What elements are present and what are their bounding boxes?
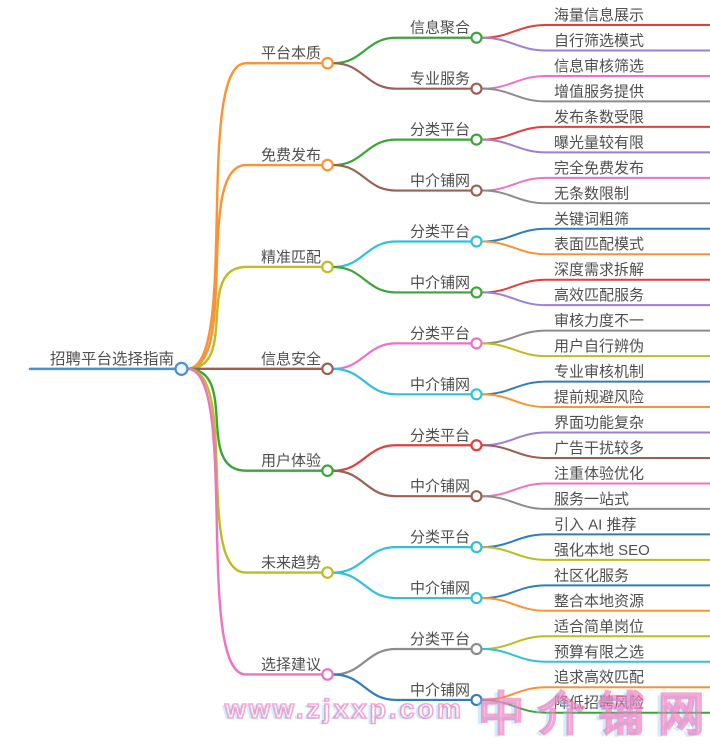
branch-node-circle[interactable]: [322, 364, 332, 374]
branch-node-label[interactable]: 平台本质: [261, 45, 321, 62]
leaf-node-label[interactable]: 自行筛选模式: [554, 32, 644, 49]
sub-link: [334, 343, 472, 368]
leaf-node-label[interactable]: 完全免费发布: [554, 159, 644, 177]
sub-node-label[interactable]: 中介铺网: [410, 478, 470, 495]
branch-node-label[interactable]: 选择建议: [261, 656, 321, 673]
leaf-node-label[interactable]: 广告干扰较多: [554, 439, 644, 457]
sub-node-label[interactable]: 分类平台: [410, 223, 470, 240]
sub-node-circle[interactable]: [472, 644, 482, 654]
branch-node-circle[interactable]: [322, 466, 332, 476]
branch-node-circle[interactable]: [322, 567, 332, 577]
leaf-node-label[interactable]: 深度需求拆解: [554, 262, 644, 279]
leaf-node-label[interactable]: 追求高效匹配: [554, 669, 644, 686]
sub-node-circle[interactable]: [472, 389, 482, 399]
sub-node-label[interactable]: 分类平台: [410, 427, 470, 444]
sub-node-circle[interactable]: [472, 287, 482, 297]
leaf-node-label[interactable]: 信息审核筛选: [554, 58, 644, 75]
sub-node-circle[interactable]: [472, 695, 482, 705]
sub-link: [334, 241, 472, 266]
branch-link: [188, 63, 323, 369]
sub-node-label[interactable]: 中介铺网: [410, 173, 470, 190]
leaf-node-label[interactable]: 专业审核机制: [554, 364, 644, 381]
root-node-circle[interactable]: [176, 363, 188, 375]
leaf-node-label[interactable]: 降低招聘风险: [554, 695, 644, 712]
leaf-node-label[interactable]: 引入 AI 推荐: [554, 516, 637, 533]
sub-node-circle[interactable]: [472, 338, 482, 348]
leaf-node-label[interactable]: 注重体验优化: [554, 465, 644, 482]
branch-link: [188, 369, 323, 675]
sub-link: [334, 445, 472, 470]
sub-node-label[interactable]: 分类平台: [410, 631, 470, 648]
sub-node-label[interactable]: 信息聚合: [410, 20, 470, 37]
sub-link: [334, 547, 472, 572]
sub-node-label[interactable]: 中介铺网: [410, 376, 470, 393]
leaf-node-label[interactable]: 强化本地 SEO: [554, 542, 650, 559]
leaf-node-label[interactable]: 发布条数受限: [554, 109, 644, 126]
leaf-node-label[interactable]: 增值服务提供: [554, 83, 644, 100]
branch-node-label[interactable]: 用户体验: [261, 453, 321, 470]
leaf-node-label[interactable]: 海量信息展示: [554, 7, 644, 24]
leaf-node-label[interactable]: 曝光量较有限: [554, 133, 644, 151]
sub-node-label[interactable]: 专业服务: [410, 71, 470, 88]
branch-node-circle[interactable]: [322, 262, 332, 272]
branch-node-circle[interactable]: [322, 58, 332, 68]
sub-node-label[interactable]: 中介铺网: [410, 580, 470, 597]
sub-node-label[interactable]: 分类平台: [410, 529, 470, 546]
leaf-node-label[interactable]: 社区化服务: [554, 567, 629, 584]
leaf-node-label[interactable]: 无条数限制: [554, 185, 629, 202]
branch-node-circle[interactable]: [322, 160, 332, 170]
leaf-node-label[interactable]: 服务一站式: [554, 491, 629, 508]
branch-node-label[interactable]: 信息安全: [261, 350, 321, 368]
sub-link: [334, 38, 472, 63]
branch-node-label[interactable]: 免费发布: [261, 147, 321, 164]
sub-node-label[interactable]: 中介铺网: [410, 682, 470, 699]
sub-link: [334, 649, 472, 674]
branch-node-label[interactable]: 未来趋势: [261, 555, 321, 572]
sub-node-circle[interactable]: [472, 135, 482, 145]
sub-node-label[interactable]: 中介铺网: [410, 274, 470, 291]
leaf-node-label[interactable]: 预算有限之选: [554, 643, 644, 661]
leaf-node-label[interactable]: 提前规避风险: [554, 389, 644, 406]
leaf-node-label[interactable]: 高效匹配服务: [554, 287, 644, 304]
sub-node-circle[interactable]: [472, 84, 482, 94]
sub-node-circle[interactable]: [472, 186, 482, 196]
sub-node-circle[interactable]: [472, 491, 482, 501]
branch-node-label[interactable]: 精准匹配: [261, 249, 321, 266]
leaf-node-label[interactable]: 用户自行辨伪: [554, 338, 644, 355]
sub-node-circle[interactable]: [472, 593, 482, 603]
root-node-label[interactable]: 招聘平台选择指南: [50, 350, 174, 368]
sub-node-circle[interactable]: [472, 542, 482, 552]
leaf-node-label[interactable]: 关键词粗筛: [554, 211, 629, 228]
leaf-node-label[interactable]: 审核力度不一: [554, 313, 644, 330]
sub-node-circle[interactable]: [472, 440, 482, 450]
leaf-node-label[interactable]: 界面功能复杂: [554, 414, 644, 432]
branch-node-circle[interactable]: [322, 669, 332, 679]
leaf-node-label[interactable]: 适合简单岗位: [554, 618, 644, 635]
sub-node-circle[interactable]: [472, 236, 482, 246]
sub-node-circle[interactable]: [472, 33, 482, 43]
leaf-node-label[interactable]: 表面匹配模式: [554, 236, 644, 253]
sub-node-label[interactable]: 分类平台: [410, 325, 470, 342]
sub-node-label[interactable]: 分类平台: [410, 122, 470, 139]
sub-link: [334, 140, 472, 165]
leaf-node-label[interactable]: 整合本地资源: [554, 593, 644, 610]
